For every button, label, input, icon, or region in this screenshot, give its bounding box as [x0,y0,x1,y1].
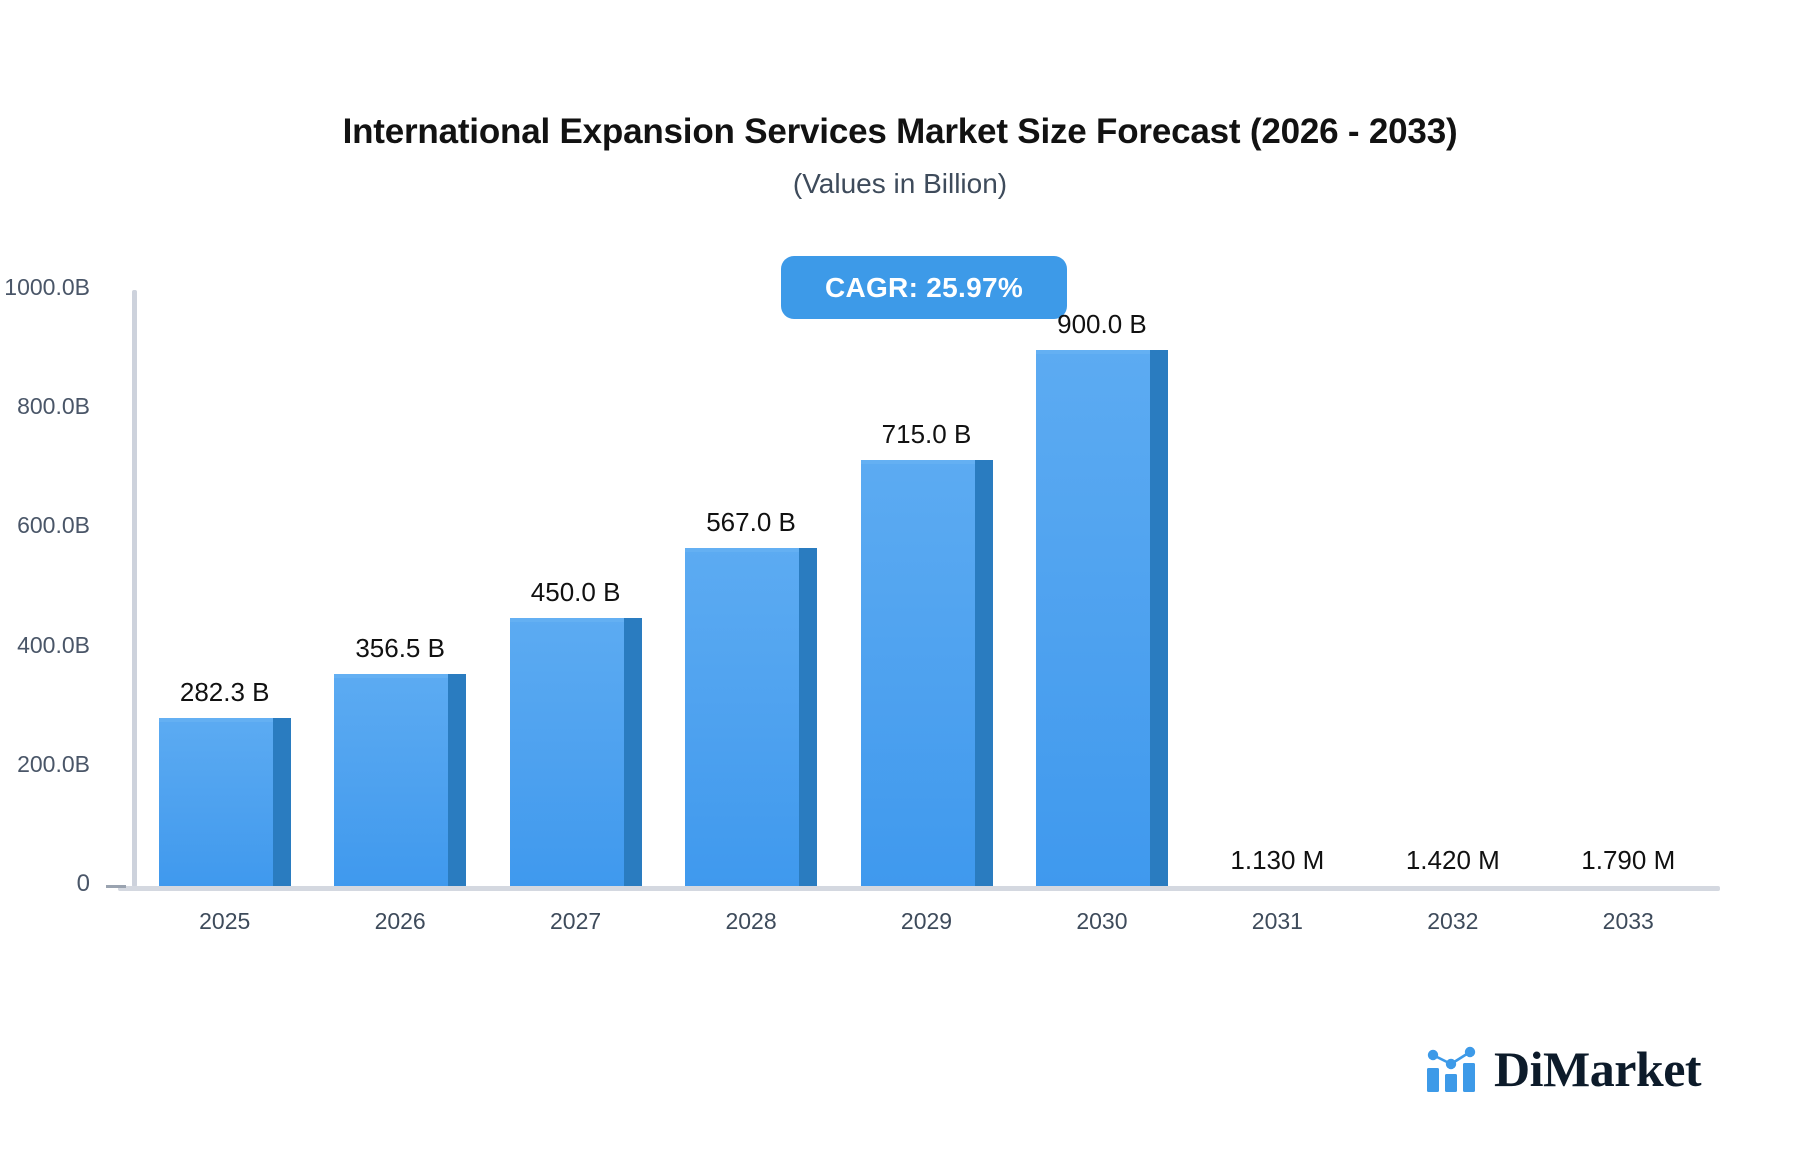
bar-value-label: 450.0 B [530,576,621,607]
bar-top-face [509,617,624,622]
x-axis-label-2033: 2033 [1602,908,1654,934]
bar-2030[interactable] [1035,349,1168,886]
y-axis-tick-label: 600.0B [17,512,90,539]
x-axis-label-2028: 2028 [725,908,777,934]
bar-side-face [623,617,642,886]
bar-value-label: 356.5 B [355,632,445,663]
x-axis-label-2030: 2030 [1076,908,1128,934]
bar-2026[interactable] [334,673,467,886]
bar-value-label: 900.0 B [1057,308,1147,339]
bar-value-label: 1.130 M [1230,844,1325,875]
bar-side-face [799,548,818,886]
y-axis-tick-label: 0 [76,870,90,897]
cagr-badge: CAGR: 25.97% [781,256,1067,319]
brand-logo: DiMarket [1424,1041,1702,1097]
bar-side-face [448,673,467,886]
x-axis-label-2029: 2029 [900,908,953,934]
x-axis-label-2032: 2032 [1427,908,1479,934]
bar-top-face [334,673,449,678]
y-axis-line [132,290,137,887]
bar-value-label: 1.420 M [1405,844,1500,875]
bar-top-face [685,548,800,553]
bar-2027[interactable] [509,617,642,886]
bar-front-face [509,617,624,886]
x-axis-label-2031: 2031 [1251,908,1303,934]
bar-2028[interactable] [685,548,818,886]
bar-value-label: 282.3 B [179,676,270,707]
bar-top-face [1035,349,1150,354]
y-axis-tick-label: 400.0B [17,631,90,658]
y-axis-tick-label: 800.0B [17,393,90,420]
bar-front-face [158,717,273,886]
x-axis-label-2027: 2027 [550,908,602,934]
x-axis-label-2025: 2025 [199,908,251,934]
bar-value-label: 1.790 M [1581,844,1676,875]
brand-logo-text: DiMarket [1494,1041,1702,1097]
y-axis-tick-label: 1000.0B [4,274,90,300]
bar-top-face [860,459,975,464]
bar-front-face [1035,349,1150,886]
bar-top-face [158,717,273,722]
x-axis-label-2026: 2026 [374,908,426,934]
bar-value-label: 715.0 B [881,418,972,449]
bar-side-face [974,459,993,886]
bar-front-face [685,548,800,886]
y-axis-tick-label: 200.0B [17,750,90,777]
bar-2029[interactable] [860,459,993,886]
page-title: International Expansion Services Market … [342,112,1458,151]
bar-chart-logo-icon [1427,1046,1476,1092]
bar-side-face [272,717,291,886]
bar-2025[interactable] [158,717,291,886]
bar-value-label: 567.0 B [706,507,796,538]
cagr-badge-label: CAGR: 25.97% [824,271,1024,303]
y-axis-tick-mark [106,885,126,888]
chart-subtitle: (Values in Billion) [792,168,1008,199]
bar-front-face [334,673,449,886]
bar-side-face [1149,349,1168,886]
x-axis-line [118,886,1720,891]
bar-front-face [860,459,975,886]
